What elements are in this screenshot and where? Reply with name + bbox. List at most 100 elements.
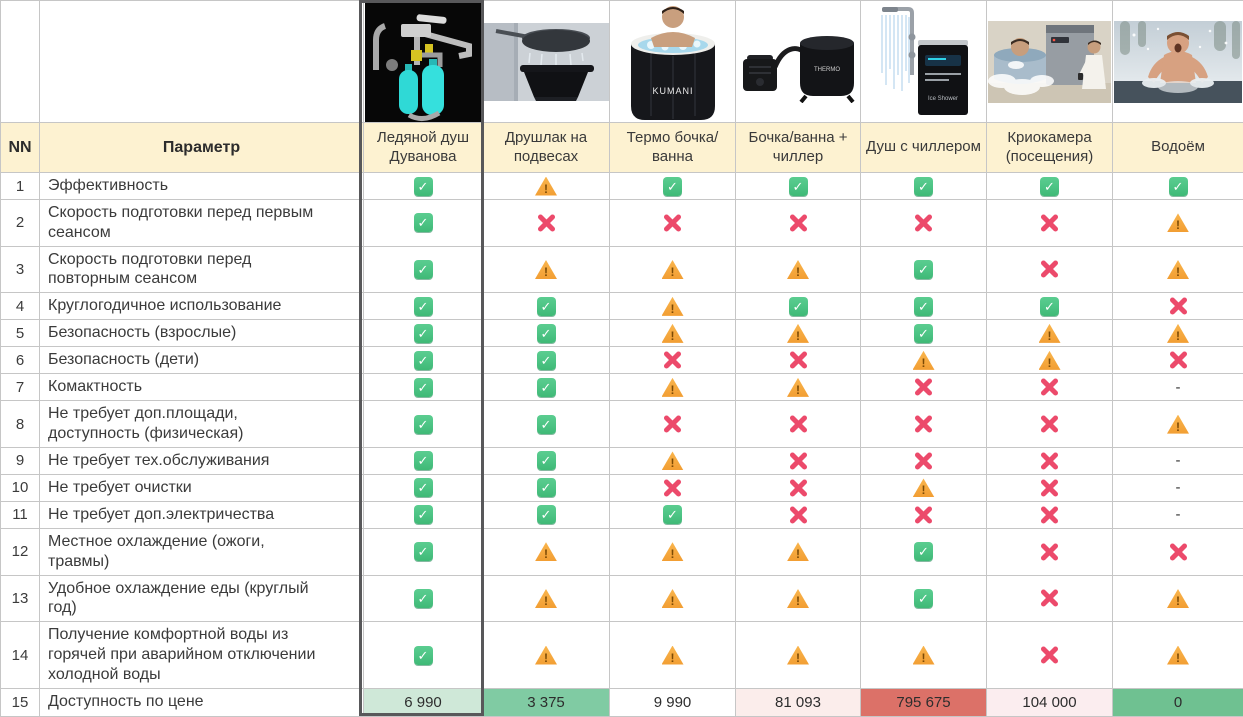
parameter-cell[interactable]: Не требует доп.электричества [39, 500, 364, 529]
price-cell-bochka-vanna-chiller[interactable]: 81 093 [735, 687, 861, 717]
parameter-cell[interactable]: Комактность [39, 373, 364, 402]
status-cell-drushlak-na-podvesah[interactable] [482, 319, 610, 348]
status-cell-bochka-vanna-chiller[interactable] [735, 319, 861, 348]
product-header-bochka-vanna-chiller[interactable]: Бочка/ванна + чиллер [735, 122, 861, 173]
product-image-dush-s-chillerom[interactable]: Ice Shower [860, 0, 987, 123]
product-image-kriokamera-poseshcheniya[interactable] [986, 0, 1113, 123]
status-cell-bochka-vanna-chiller[interactable] [735, 400, 861, 448]
product-image-bochka-vanna-chiller[interactable]: THERMO [735, 0, 861, 123]
status-cell-termo-bochka-vanna[interactable] [609, 346, 736, 375]
status-cell-drushlak-na-podvesah[interactable] [482, 574, 610, 623]
row-number-cell[interactable]: 9 [0, 446, 40, 475]
status-cell-termo-bochka-vanna[interactable] [609, 527, 736, 576]
status-cell-drushlak-na-podvesah[interactable] [482, 292, 610, 321]
product-header-dush-s-chillerom[interactable]: Душ с чиллером [860, 122, 987, 173]
price-cell-ledyanoy-dush-duvanova[interactable]: 6 990 [363, 687, 483, 717]
status-cell-ledyanoy-dush-duvanova[interactable] [363, 500, 483, 529]
status-cell-bochka-vanna-chiller[interactable] [735, 199, 861, 247]
status-cell-vodoyom[interactable]: - [1112, 500, 1243, 529]
price-cell-dush-s-chillerom[interactable]: 795 675 [860, 687, 987, 717]
status-cell-drushlak-na-podvesah[interactable] [482, 172, 610, 200]
price-cell-vodoyom[interactable]: 0 [1112, 687, 1243, 717]
nn-header[interactable]: NN [0, 122, 40, 173]
status-cell-dush-s-chillerom[interactable] [860, 199, 987, 247]
status-cell-kriokamera-poseshcheniya[interactable] [986, 500, 1113, 529]
status-cell-ledyanoy-dush-duvanova[interactable] [363, 621, 483, 689]
price-cell-drushlak-na-podvesah[interactable]: 3 375 [482, 687, 610, 717]
status-cell-ledyanoy-dush-duvanova[interactable] [363, 245, 483, 294]
row-number-cell[interactable]: 1 [0, 172, 40, 200]
status-cell-dush-s-chillerom[interactable] [860, 527, 987, 576]
status-cell-ledyanoy-dush-duvanova[interactable] [363, 319, 483, 348]
status-cell-ledyanoy-dush-duvanova[interactable] [363, 373, 483, 402]
row-number-cell[interactable]: 15 [0, 687, 40, 717]
status-cell-termo-bochka-vanna[interactable] [609, 245, 736, 294]
status-cell-drushlak-na-podvesah[interactable] [482, 621, 610, 689]
parameter-cell[interactable]: Безопасность (дети) [39, 346, 364, 375]
status-cell-termo-bochka-vanna[interactable] [609, 621, 736, 689]
status-cell-kriokamera-poseshcheniya[interactable] [986, 199, 1113, 247]
status-cell-vodoyom[interactable] [1112, 199, 1243, 247]
param-header[interactable]: Параметр [39, 122, 364, 173]
status-cell-ledyanoy-dush-duvanova[interactable] [363, 473, 483, 502]
product-header-vodoyom[interactable]: Водоём [1112, 122, 1243, 173]
status-cell-dush-s-chillerom[interactable] [860, 245, 987, 294]
status-cell-vodoyom[interactable] [1112, 172, 1243, 200]
status-cell-dush-s-chillerom[interactable] [860, 346, 987, 375]
status-cell-vodoyom[interactable] [1112, 621, 1243, 689]
status-cell-vodoyom[interactable]: - [1112, 373, 1243, 402]
status-cell-dush-s-chillerom[interactable] [860, 574, 987, 623]
status-cell-drushlak-na-podvesah[interactable] [482, 373, 610, 402]
status-cell-termo-bochka-vanna[interactable] [609, 473, 736, 502]
parameter-cell[interactable]: Скорость подготовки перед первым сеансом [39, 199, 364, 247]
product-image-ledyanoy-dush-duvanova[interactable] [363, 0, 483, 123]
status-cell-termo-bochka-vanna[interactable] [609, 446, 736, 475]
status-cell-vodoyom[interactable]: - [1112, 473, 1243, 502]
status-cell-kriokamera-poseshcheniya[interactable] [986, 346, 1113, 375]
status-cell-drushlak-na-podvesah[interactable] [482, 446, 610, 475]
status-cell-kriokamera-poseshcheniya[interactable] [986, 400, 1113, 448]
status-cell-vodoyom[interactable] [1112, 319, 1243, 348]
status-cell-termo-bochka-vanna[interactable] [609, 400, 736, 448]
status-cell-bochka-vanna-chiller[interactable] [735, 621, 861, 689]
status-cell-vodoyom[interactable] [1112, 245, 1243, 294]
product-image-drushlak-na-podvesah[interactable] [482, 0, 610, 123]
status-cell-kriokamera-poseshcheniya[interactable] [986, 473, 1113, 502]
product-image-termo-bochka-vanna[interactable]: KUMANI [609, 0, 736, 123]
status-cell-kriokamera-poseshcheniya[interactable] [986, 621, 1113, 689]
status-cell-drushlak-na-podvesah[interactable] [482, 245, 610, 294]
status-cell-vodoyom[interactable] [1112, 574, 1243, 623]
parameter-cell[interactable]: Круглогодичное использование [39, 292, 364, 321]
parameter-cell[interactable]: Безопасность (взрослые) [39, 319, 364, 348]
parameter-cell[interactable]: Не требует доп.площади, доступность (физ… [39, 400, 364, 448]
status-cell-kriokamera-poseshcheniya[interactable] [986, 245, 1113, 294]
status-cell-dush-s-chillerom[interactable] [860, 473, 987, 502]
product-image-vodoyom[interactable] [1112, 0, 1243, 123]
product-header-ledyanoy-dush-duvanova[interactable]: Ледяной душ Дуванова [363, 122, 483, 173]
parameter-cell[interactable]: Не требует тех.обслуживания [39, 446, 364, 475]
product-header-kriokamera-poseshcheniya[interactable]: Криокамера (посещения) [986, 122, 1113, 173]
status-cell-ledyanoy-dush-duvanova[interactable] [363, 292, 483, 321]
status-cell-bochka-vanna-chiller[interactable] [735, 500, 861, 529]
status-cell-termo-bochka-vanna[interactable] [609, 500, 736, 529]
status-cell-dush-s-chillerom[interactable] [860, 621, 987, 689]
status-cell-drushlak-na-podvesah[interactable] [482, 500, 610, 529]
parameter-cell[interactable]: Скорость подготовки перед повторным сеан… [39, 245, 364, 294]
status-cell-vodoyom[interactable] [1112, 527, 1243, 576]
status-cell-kriokamera-poseshcheniya[interactable] [986, 574, 1113, 623]
status-cell-kriokamera-poseshcheniya[interactable] [986, 373, 1113, 402]
status-cell-dush-s-chillerom[interactable] [860, 446, 987, 475]
status-cell-vodoyom[interactable] [1112, 292, 1243, 321]
status-cell-dush-s-chillerom[interactable] [860, 400, 987, 448]
status-cell-termo-bochka-vanna[interactable] [609, 319, 736, 348]
status-cell-ledyanoy-dush-duvanova[interactable] [363, 400, 483, 448]
status-cell-bochka-vanna-chiller[interactable] [735, 527, 861, 576]
status-cell-ledyanoy-dush-duvanova[interactable] [363, 527, 483, 576]
status-cell-termo-bochka-vanna[interactable] [609, 199, 736, 247]
status-cell-ledyanoy-dush-duvanova[interactable] [363, 172, 483, 200]
status-cell-drushlak-na-podvesah[interactable] [482, 473, 610, 502]
status-cell-dush-s-chillerom[interactable] [860, 319, 987, 348]
status-cell-termo-bochka-vanna[interactable] [609, 172, 736, 200]
status-cell-kriokamera-poseshcheniya[interactable] [986, 319, 1113, 348]
status-cell-drushlak-na-podvesah[interactable] [482, 400, 610, 448]
